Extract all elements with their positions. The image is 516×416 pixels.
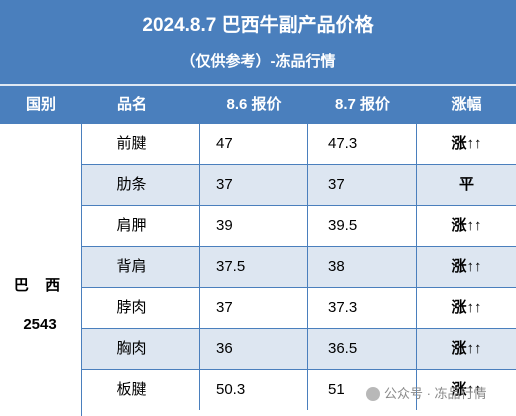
product-name: 肩胛 — [82, 206, 200, 246]
table-row: 板腱 50.3 51 涨↑↑ — [82, 370, 516, 416]
change-indicator: 涨↑↑ — [451, 258, 482, 275]
table-row: 前腱 47 47.3 涨↑↑ — [82, 124, 516, 165]
price-8-6: 37 — [200, 165, 308, 205]
change-indicator: 涨↑↑ — [451, 299, 482, 316]
country-cell: 巴 西 2543 — [0, 124, 82, 416]
price-8-6: 39 — [200, 206, 308, 246]
table-row: 肩胛 39 39.5 涨↑↑ — [82, 206, 516, 247]
price-8-6: 37.5 — [200, 247, 308, 287]
page-title: 2024.8.7 巴西牛副产品价格 — [142, 15, 374, 36]
price-8-7: 37 — [308, 165, 417, 205]
title-block: 2024.8.7 巴西牛副产品价格 （仅供参考）-冻品行情 — [0, 0, 516, 84]
price-8-6: 36 — [200, 329, 308, 369]
column-header-price-8-7: 8.7 报价 — [334, 96, 391, 113]
column-header-product: 品名 — [116, 96, 147, 113]
column-header-country: 国别 — [25, 96, 56, 113]
table-row: 脖肉 37 37.3 涨↑↑ — [82, 288, 516, 329]
price-8-7: 51 — [308, 370, 417, 410]
product-name: 胸肉 — [82, 329, 200, 369]
price-8-7: 47.3 — [308, 124, 417, 164]
page-subtitle: （仅供参考）-冻品行情 — [180, 53, 336, 70]
price-8-7: 37.3 — [308, 288, 417, 328]
change-indicator: 平 — [458, 176, 474, 193]
product-name: 肋条 — [82, 165, 200, 205]
change-indicator: 涨↑↑ — [451, 217, 482, 234]
price-8-7: 39.5 — [308, 206, 417, 246]
price-8-7: 36.5 — [308, 329, 417, 369]
table-body: 巴 西 2543 前腱 47 47.3 涨↑↑ 肋条 37 37 平 肩胛 39… — [0, 124, 516, 416]
change-indicator: 涨↑↑ — [451, 135, 482, 152]
product-name: 板腱 — [82, 370, 200, 410]
table-header-row: 国别 品名 8.6 报价 8.7 报价 涨幅 — [0, 84, 516, 124]
price-8-7: 38 — [308, 247, 417, 287]
country-code: 2543 — [23, 316, 57, 333]
product-name: 前腱 — [82, 124, 200, 164]
watermark: 公众号 · 冻品行情 — [366, 384, 516, 404]
country-name: 巴 西 — [13, 277, 67, 294]
price-8-6: 50.3 — [200, 370, 308, 410]
product-name: 脖肉 — [82, 288, 200, 328]
price-8-6: 37 — [200, 288, 308, 328]
product-name: 背肩 — [82, 247, 200, 287]
column-header-change: 涨幅 — [451, 96, 482, 113]
change-indicator: 涨↑↑ — [451, 381, 482, 398]
column-header-price-8-6: 8.6 报价 — [226, 96, 282, 113]
table-row: 背肩 37.5 38 涨↑↑ — [82, 247, 516, 288]
watermark-text: 公众号 · 冻品行情 — [384, 386, 487, 401]
price-8-6: 47 — [200, 124, 308, 164]
change-indicator: 涨↑↑ — [451, 340, 482, 357]
table-row: 肋条 37 37 平 — [82, 165, 516, 206]
wechat-icon — [366, 386, 380, 401]
table-row: 胸肉 36 36.5 涨↑↑ — [82, 329, 516, 370]
